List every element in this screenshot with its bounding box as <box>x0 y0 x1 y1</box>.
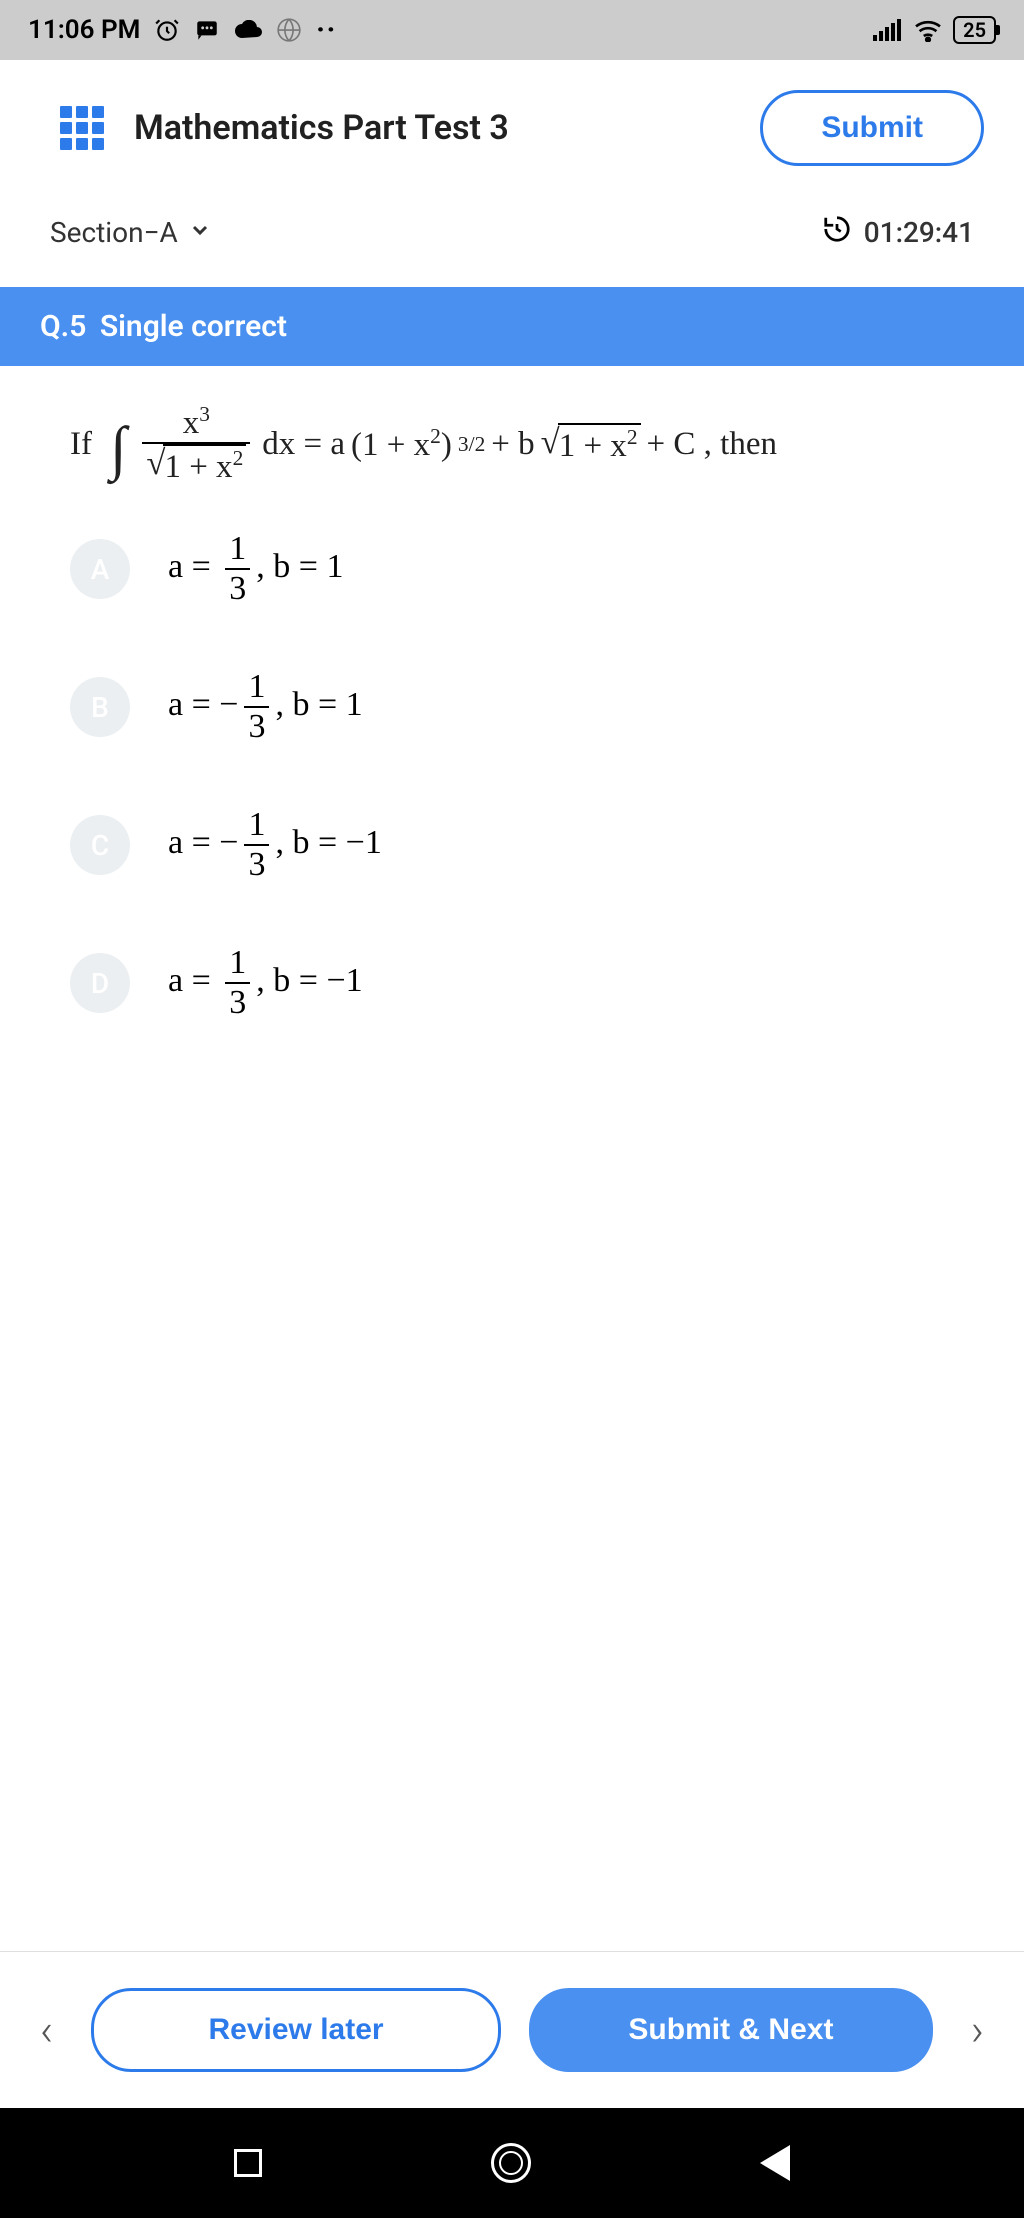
option-d-text: a = 13, b = −1 <box>168 944 363 1022</box>
android-status-bar: 11:06 PM ·· 25 <box>0 0 1024 60</box>
app-menu-icon[interactable] <box>60 106 104 150</box>
refresh-timer-icon <box>822 214 852 251</box>
next-question-icon[interactable]: › <box>961 2004 994 2056</box>
question-stem: If ∫ x3 1 + x2 dx = a (1 + x2)3/2 + b 1 … <box>70 402 974 486</box>
battery-indicator: 25 <box>953 16 996 44</box>
option-c[interactable]: C a = −13, b = −1 <box>70 806 974 884</box>
wifi-icon <box>913 18 943 42</box>
question-number: Q.5 <box>40 309 86 344</box>
signal-icon <box>873 19 903 41</box>
status-time: 11:06 PM <box>28 15 140 45</box>
option-a-text: a = 13, b = 1 <box>168 530 343 608</box>
option-b-text: a = −13, b = 1 <box>168 668 363 746</box>
rhs-dx-a: dx = a <box>262 426 345 463</box>
status-right: 25 <box>873 16 996 44</box>
nav-home-icon[interactable] <box>491 2143 531 2183</box>
message-icon <box>194 17 220 43</box>
question-type: Single correct <box>100 309 287 344</box>
options-list: A a = 13, b = 1 B a = −13, b = 1 C a = −… <box>70 530 974 1022</box>
question-body: If ∫ x3 1 + x2 dx = a (1 + x2)3/2 + b 1 … <box>0 366 1024 1951</box>
prev-question-icon[interactable]: ‹ <box>30 2004 63 2056</box>
page-title: Mathematics Part Test 3 <box>134 108 509 148</box>
section-row: Section−A 01:29:41 <box>0 196 1024 287</box>
rhs-tail: + C , then <box>647 426 777 463</box>
question-header-bar: Q.5 Single correct <box>0 287 1024 366</box>
option-bubble-b[interactable]: B <box>70 677 130 737</box>
nav-back-icon[interactable] <box>760 2145 790 2181</box>
rhs-plus-b: + b <box>491 426 534 463</box>
rhs-sqrt: 1 + x2 <box>541 423 641 465</box>
alarm-icon <box>154 17 180 43</box>
submit-button[interactable]: Submit <box>760 90 984 166</box>
option-c-text: a = −13, b = −1 <box>168 806 382 884</box>
option-bubble-a[interactable]: A <box>70 539 130 599</box>
chevron-down-icon <box>188 216 212 249</box>
nav-recent-icon[interactable] <box>234 2149 262 2177</box>
option-b[interactable]: B a = −13, b = 1 <box>70 668 974 746</box>
status-dots: ·· <box>316 15 337 45</box>
stem-prefix: If <box>70 426 92 463</box>
integral-icon: ∫ <box>110 414 126 483</box>
rhs-outer-exp: 3/2 <box>458 432 485 457</box>
rhs-paren: (1 + x2) <box>351 424 452 464</box>
status-left: 11:06 PM ·· <box>28 15 337 45</box>
timer-value: 01:29:41 <box>864 216 974 249</box>
timer: 01:29:41 <box>822 214 974 251</box>
cloud-icon <box>234 20 262 40</box>
option-bubble-d[interactable]: D <box>70 953 130 1013</box>
section-label: Section−A <box>50 216 178 249</box>
review-later-button[interactable]: Review later <box>91 1988 501 2072</box>
option-d[interactable]: D a = 13, b = −1 <box>70 944 974 1022</box>
android-nav-bar <box>0 2108 1024 2218</box>
app-header: Mathematics Part Test 3 Submit <box>0 60 1024 196</box>
footer-bar: ‹ Review later Submit & Next › <box>0 1952 1024 2108</box>
globe-icon <box>276 17 302 43</box>
section-dropdown[interactable]: Section−A <box>50 216 212 249</box>
option-bubble-c[interactable]: C <box>70 815 130 875</box>
option-a[interactable]: A a = 13, b = 1 <box>70 530 974 608</box>
integrand-fraction: x3 1 + x2 <box>142 402 250 486</box>
submit-next-button[interactable]: Submit & Next <box>529 1988 933 2072</box>
